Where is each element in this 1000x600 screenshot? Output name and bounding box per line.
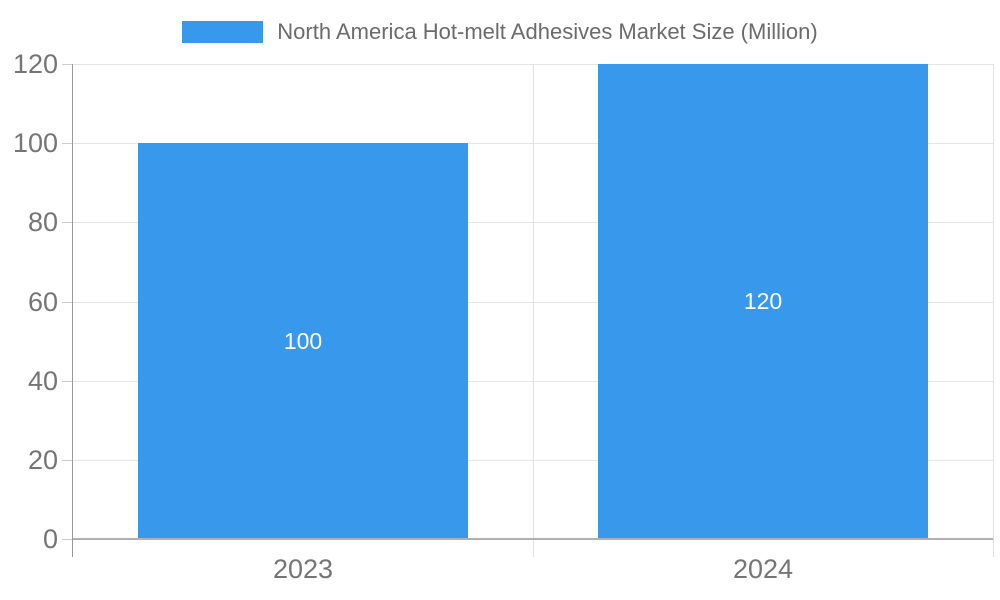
y-axis-tick xyxy=(62,64,72,65)
y-tick-label: 100 xyxy=(12,128,58,159)
bar-value-label: 120 xyxy=(743,288,783,314)
y-axis-tick xyxy=(62,380,72,382)
plot-area: 100 120 xyxy=(62,64,994,557)
x-category-label: 2024 xyxy=(732,554,794,584)
y-axis-tick xyxy=(62,222,72,224)
y-axis-tick xyxy=(62,143,72,145)
bar-value-label: 100 xyxy=(283,327,323,354)
y-axis-tick xyxy=(62,459,72,461)
legend-swatch xyxy=(182,21,264,43)
x-category-label: 2023 xyxy=(272,554,334,584)
category-boundary-line xyxy=(993,64,994,557)
x-axis-line xyxy=(73,538,993,540)
category-boundary-line xyxy=(533,64,534,557)
y-tick-label: 40 xyxy=(27,365,58,396)
y-tick-label: 80 xyxy=(27,207,58,238)
y-tick-label: 0 xyxy=(42,524,58,554)
y-tick-label: 120 xyxy=(12,49,58,79)
bar-2024[interactable]: 120 xyxy=(598,64,928,539)
y-tick-label: 60 xyxy=(27,286,58,317)
y-axis-tick xyxy=(62,539,72,540)
y-tick-label: 20 xyxy=(27,444,58,475)
legend-item[interactable]: North America Hot-melt Adhesives Market … xyxy=(0,14,1000,50)
bar-2023[interactable]: 100 xyxy=(138,143,468,539)
y-axis-tick xyxy=(62,301,72,303)
legend-title: North America Hot-melt Adhesives Market … xyxy=(277,19,818,44)
y-axis-line xyxy=(72,64,73,557)
